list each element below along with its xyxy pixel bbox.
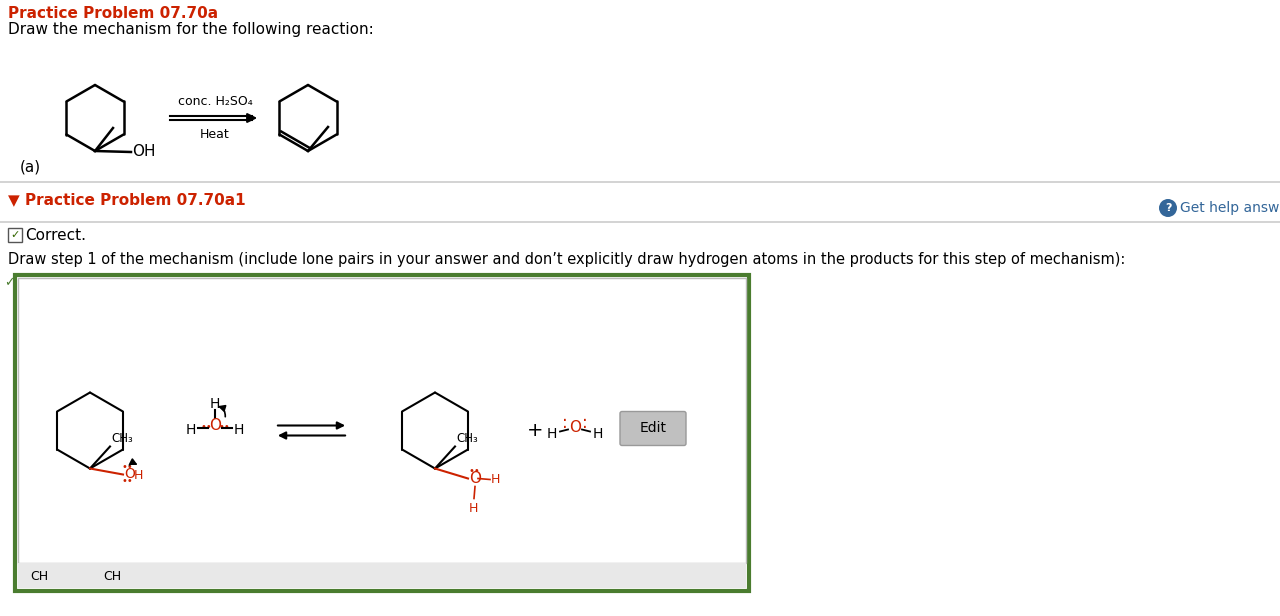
- Text: H: H: [593, 428, 603, 442]
- Text: conc. H₂SO₄: conc. H₂SO₄: [178, 95, 252, 108]
- Text: O: O: [124, 468, 134, 482]
- Text: :: :: [562, 415, 568, 432]
- Text: H: H: [186, 424, 196, 437]
- Text: O: O: [468, 471, 481, 486]
- Text: Practice Problem 07.70a: Practice Problem 07.70a: [8, 6, 218, 21]
- Text: O: O: [209, 418, 221, 433]
- Text: CH: CH: [102, 570, 122, 583]
- Text: +: +: [527, 421, 543, 440]
- Bar: [18, 563, 746, 588]
- Text: ?: ?: [1165, 203, 1171, 213]
- Text: CH₃: CH₃: [456, 431, 477, 445]
- Text: Heat: Heat: [200, 128, 230, 141]
- Text: ✓: ✓: [10, 230, 19, 240]
- Text: CH: CH: [29, 570, 49, 583]
- Text: H: H: [234, 424, 244, 437]
- FancyBboxPatch shape: [620, 411, 686, 445]
- Text: Get help answ: Get help answ: [1180, 201, 1280, 215]
- Text: :: :: [582, 415, 588, 432]
- Text: H: H: [547, 428, 557, 442]
- Text: ••: ••: [218, 421, 230, 431]
- Text: Edit: Edit: [640, 421, 667, 436]
- Text: ••: ••: [468, 466, 480, 476]
- Bar: [18, 278, 746, 563]
- Text: ••: ••: [122, 463, 133, 472]
- Text: O: O: [570, 420, 581, 435]
- Text: CH₃: CH₃: [111, 431, 133, 445]
- Text: OH: OH: [132, 145, 155, 160]
- Text: H: H: [492, 473, 500, 486]
- Text: ••: ••: [200, 421, 212, 431]
- Text: Draw the mechanism for the following reaction:: Draw the mechanism for the following rea…: [8, 22, 374, 37]
- Text: ✓: ✓: [4, 276, 14, 289]
- Text: Correct.: Correct.: [26, 227, 86, 243]
- Text: Draw step 1 of the mechanism (include lone pairs in your answer and don’t explic: Draw step 1 of the mechanism (include lo…: [8, 252, 1125, 267]
- Text: ▼ Practice Problem 07.70a1: ▼ Practice Problem 07.70a1: [8, 192, 246, 207]
- Bar: [15, 275, 749, 591]
- Text: (a): (a): [20, 160, 41, 175]
- Text: ••: ••: [122, 477, 133, 487]
- Text: H: H: [210, 397, 220, 410]
- Text: H: H: [134, 469, 143, 482]
- Text: H: H: [468, 503, 477, 516]
- Bar: [8, 228, 22, 242]
- Circle shape: [1158, 199, 1178, 217]
